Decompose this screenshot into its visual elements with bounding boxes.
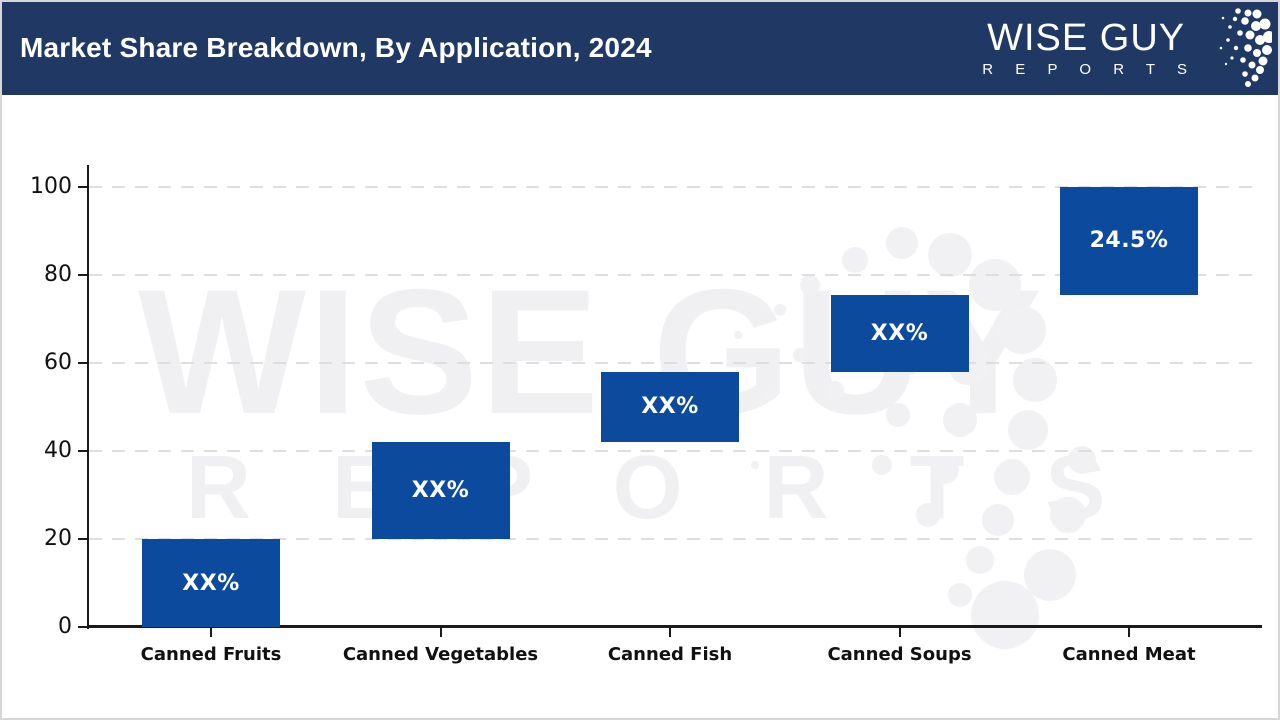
gridline (89, 274, 1262, 276)
bar: XX% (601, 371, 739, 443)
page-title: Market Share Breakdown, By Application, … (20, 31, 652, 63)
y-tick-label: 100 (30, 174, 72, 199)
bar: XX% (830, 294, 969, 372)
gridline (89, 450, 1262, 452)
y-tick-mark (78, 538, 89, 540)
brand-logo: WISE GUY R E P O R T S (976, 4, 1272, 92)
y-axis-line (87, 165, 89, 629)
bar: XX% (371, 442, 510, 539)
x-tick-label: Canned Fish (607, 644, 733, 665)
x-tick-label: Canned Meat (1062, 644, 1196, 665)
watermark-text-2: R E P O R T S (186, 438, 1134, 538)
x-tick-mark (210, 628, 212, 637)
x-tick-mark (669, 628, 671, 637)
y-tick-label: 0 (58, 614, 72, 639)
y-tick-label: 20 (44, 526, 72, 551)
header-banner: Market Share Breakdown, By Application, … (0, 0, 1280, 95)
brand-logo-subtitle: R E P O R T S (982, 60, 1196, 78)
y-tick-mark (78, 626, 89, 628)
bar-value-label: XX% (182, 570, 240, 596)
y-tick-mark (78, 450, 89, 452)
plot-area: 0 20 40 60 80 100 XX% Canned Fruits XX% Canned Ve… (30, 165, 1262, 675)
x-tick-label: Canned Fruits (140, 644, 282, 665)
x-tick-mark (1128, 628, 1130, 637)
x-axis-line (87, 625, 1262, 628)
bar: XX% (142, 539, 280, 627)
y-tick-mark (78, 274, 89, 276)
y-tick-label: 40 (44, 438, 72, 463)
bar-value-label: 24.5% (1089, 228, 1169, 254)
gridline (89, 186, 1262, 188)
bar-value-label: XX% (870, 320, 929, 346)
bar-value-label: XX% (411, 478, 470, 504)
y-tick-mark (78, 186, 89, 188)
brand-logo-name: WISE GUY (987, 17, 1186, 60)
chart-canvas: WISE GUY R E P O R T S 0 20 40 60 80 100 XX% Ca… (0, 95, 1280, 720)
bar: 24.5% (1060, 187, 1198, 295)
y-tick-label: 60 (44, 350, 72, 375)
x-tick-label: Canned Soups (827, 644, 972, 665)
y-tick-label: 80 (44, 262, 72, 287)
gridline (89, 538, 1262, 540)
brand-logo-text: WISE GUY R E P O R T S (976, 17, 1196, 78)
x-tick-label: Canned Vegetables (342, 644, 539, 665)
y-tick-mark (78, 362, 89, 364)
x-tick-mark (439, 628, 442, 637)
x-tick-mark (898, 628, 901, 637)
bar-value-label: XX% (641, 394, 699, 420)
dotted-head-icon (1219, 8, 1272, 87)
gridline (89, 362, 1262, 364)
